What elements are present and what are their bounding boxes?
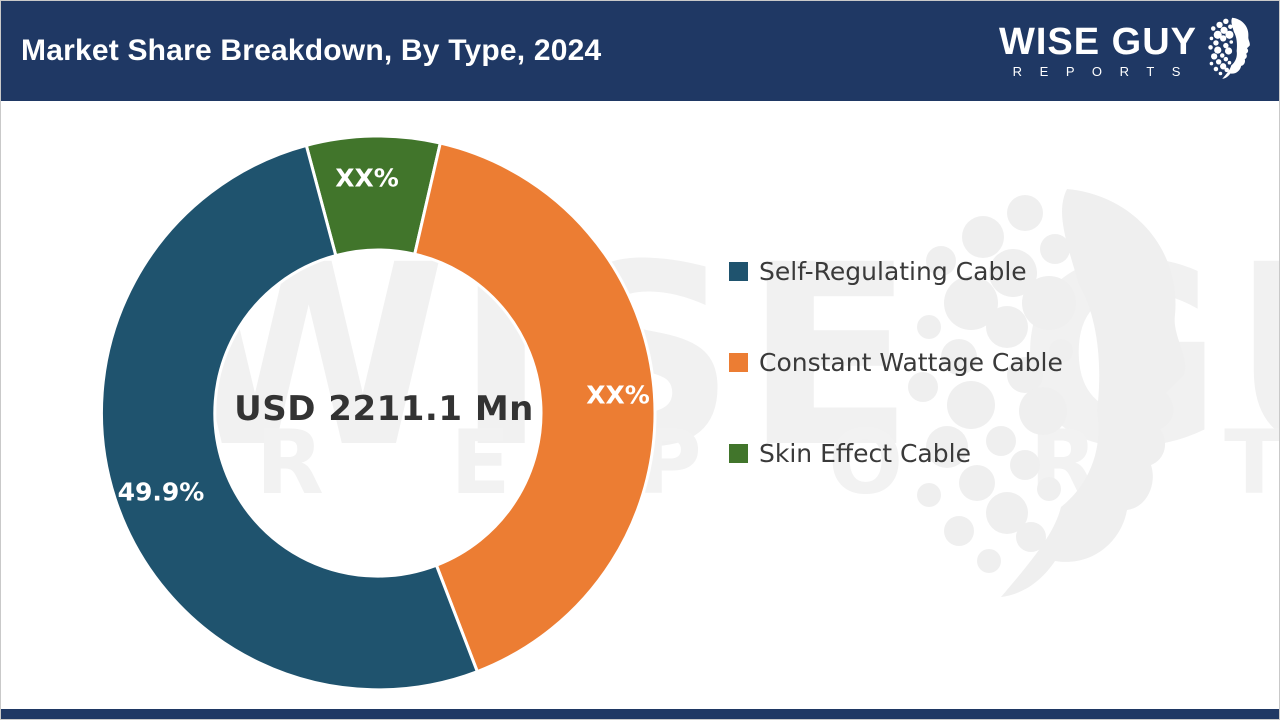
slice-value-self-regulating: 49.9% [118,478,205,507]
legend-swatch-orange [729,352,748,372]
legend-item-constant-wattage-cable: Constant Wattage Cable [729,347,1063,377]
slice-value-constant-wattage: XX% [586,381,650,410]
header-bar: Market Share Breakdown, By Type, 2024 WI… [1,1,1279,101]
slice-value-skin-effect: XX% [335,164,399,193]
legend-swatch-green [729,443,748,463]
pie-slice-constant-wattage-cable [413,141,657,674]
brand-subtitle: R E P O R T S [1012,64,1188,79]
brand-text: WISE GUY R E P O R T S [999,23,1197,79]
legend-label: Skin Effect Cable [759,438,971,468]
face-dots-icon [1203,15,1255,87]
brand-name: WISE GUY [998,21,1197,63]
page-title: Market Share Breakdown, By Type, 2024 [21,34,602,67]
chart-legend: Self-Regulating Cable Constant Wattage C… [729,256,1063,532]
legend-label: Constant Wattage Cable [759,347,1063,377]
legend-item-skin-effect-cable: Skin Effect Cable [729,438,1063,468]
brand-logo: WISE GUY R E P O R T S [999,15,1255,87]
legend-label: Self-Regulating Cable [759,256,1027,286]
legend-swatch-blue [729,261,748,281]
donut-center-value: USD 2211.1 Mn [234,389,534,429]
chart-area: WISE GUY R E P O R T S 49.9% XX% XX% USD… [1,101,1279,711]
donut-chart: 49.9% XX% XX% USD 2211.1 Mn [99,134,657,692]
pie-slice-self-regulating-cable [99,143,479,692]
footer-bar [1,709,1279,719]
legend-item-self-regulating-cable: Self-Regulating Cable [729,256,1063,286]
